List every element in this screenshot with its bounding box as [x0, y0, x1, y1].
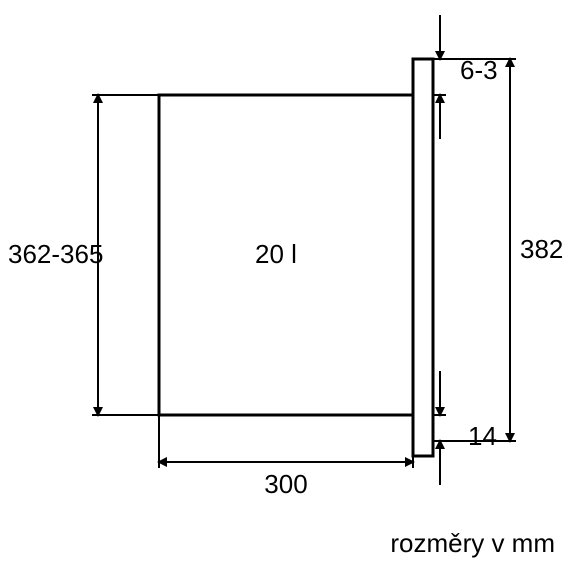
dim-bottom-gap-label: 14: [468, 421, 497, 451]
dim-bottom-width-label: 300: [264, 469, 307, 499]
dim-right-height-label: 382: [520, 234, 563, 264]
front-panel: [413, 59, 433, 456]
units-caption: rozměry v mm: [390, 528, 555, 558]
dim-top-gap-label: 6-3: [460, 55, 498, 85]
capacity-label: 20 l: [255, 239, 297, 269]
dim-left-height-label: 362-365: [8, 239, 103, 269]
